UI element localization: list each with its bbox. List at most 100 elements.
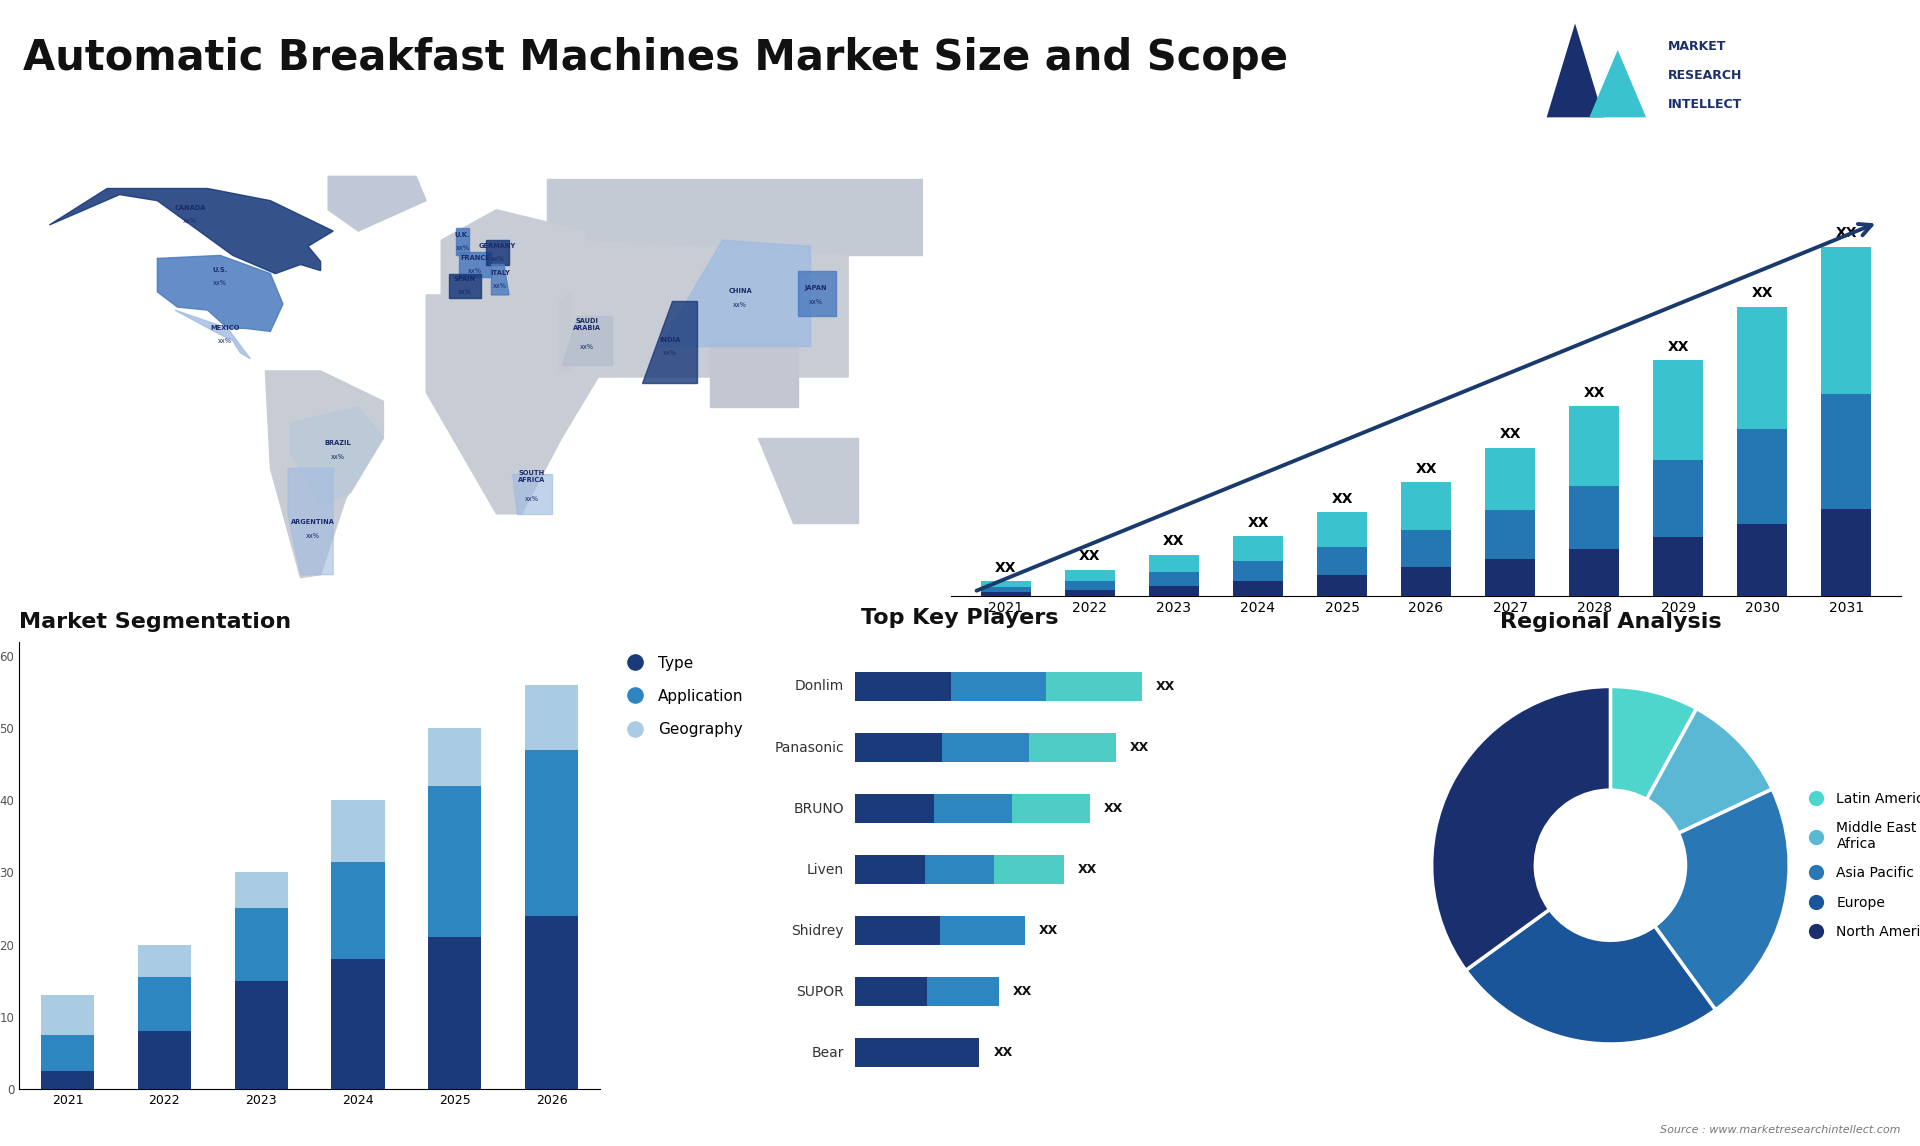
Bar	[1402, 529, 1452, 567]
Text: Liven: Liven	[806, 863, 845, 877]
Text: XX: XX	[1500, 427, 1521, 441]
Bar	[332, 959, 384, 1089]
Text: XX: XX	[1584, 386, 1605, 400]
Text: XX: XX	[1131, 741, 1150, 754]
FancyBboxPatch shape	[856, 794, 933, 823]
Bar	[40, 1035, 94, 1070]
Bar	[332, 862, 384, 959]
Bar	[332, 800, 384, 862]
Wedge shape	[1465, 910, 1715, 1044]
Text: xx%: xx%	[468, 268, 482, 274]
Bar	[1402, 482, 1452, 529]
Text: xx%: xx%	[808, 299, 822, 305]
Bar	[40, 995, 94, 1035]
Text: xx%: xx%	[580, 344, 593, 351]
Polygon shape	[457, 228, 468, 256]
Text: XX: XX	[1164, 534, 1185, 549]
Bar	[1148, 572, 1200, 586]
Polygon shape	[290, 408, 384, 504]
Text: Automatic Breakfast Machines Market Size and Scope: Automatic Breakfast Machines Market Size…	[23, 37, 1288, 79]
Text: Shidrey: Shidrey	[791, 924, 845, 937]
Bar	[1569, 549, 1619, 596]
Text: U.K.: U.K.	[455, 231, 470, 238]
Text: XX: XX	[995, 560, 1018, 574]
Polygon shape	[547, 180, 924, 256]
Polygon shape	[449, 274, 482, 298]
Bar	[138, 976, 190, 1031]
Legend: Latin America, Middle East &
Africa, Asia Pacific, Europe, North America: Latin America, Middle East & Africa, Asi…	[1795, 786, 1920, 944]
Bar	[1569, 486, 1619, 549]
Bar	[524, 916, 578, 1089]
FancyBboxPatch shape	[856, 1038, 979, 1067]
Text: xx%: xx%	[493, 283, 507, 290]
Text: xx%: xx%	[459, 290, 472, 296]
Text: SPAIN: SPAIN	[453, 276, 476, 282]
Text: SOUTH
AFRICA: SOUTH AFRICA	[518, 470, 545, 484]
Bar	[1820, 509, 1872, 596]
Bar	[40, 1070, 94, 1089]
FancyBboxPatch shape	[927, 978, 998, 1006]
Bar	[1738, 307, 1788, 429]
Polygon shape	[1548, 23, 1603, 117]
Polygon shape	[50, 188, 334, 274]
Text: XX: XX	[1014, 986, 1033, 998]
Text: XX: XX	[1331, 492, 1354, 507]
Bar	[1653, 360, 1703, 460]
Wedge shape	[1655, 790, 1789, 1010]
Bar	[428, 937, 482, 1089]
Text: U.S.: U.S.	[213, 267, 228, 273]
FancyBboxPatch shape	[941, 917, 1025, 945]
Polygon shape	[459, 252, 492, 276]
Polygon shape	[710, 340, 799, 408]
Text: xx%: xx%	[492, 256, 505, 262]
Bar	[981, 581, 1031, 587]
Bar	[428, 786, 482, 937]
Polygon shape	[265, 371, 384, 578]
FancyBboxPatch shape	[950, 672, 1046, 701]
Polygon shape	[288, 469, 334, 574]
Text: Panasonic: Panasonic	[774, 740, 845, 754]
Text: xx%: xx%	[182, 218, 198, 223]
Polygon shape	[758, 438, 858, 523]
Polygon shape	[426, 295, 603, 513]
Text: Bear: Bear	[812, 1046, 845, 1060]
Text: XX: XX	[993, 1046, 1014, 1059]
Text: xx%: xx%	[455, 245, 470, 251]
Bar	[1317, 512, 1367, 548]
Text: ITALY: ITALY	[490, 270, 511, 276]
Text: FRANCE: FRANCE	[461, 254, 490, 261]
Polygon shape	[660, 241, 810, 346]
Bar	[1738, 429, 1788, 524]
Text: GERMANY: GERMANY	[480, 243, 516, 249]
Bar	[1148, 555, 1200, 572]
Text: MARKET: MARKET	[1667, 40, 1726, 54]
Bar	[1484, 448, 1536, 510]
Polygon shape	[328, 176, 426, 231]
Text: xx%: xx%	[662, 351, 676, 356]
Text: XX: XX	[1079, 863, 1098, 877]
Bar	[1066, 581, 1116, 590]
Bar	[1066, 590, 1116, 596]
Bar	[1484, 510, 1536, 558]
Text: XX: XX	[1751, 286, 1772, 300]
Polygon shape	[563, 316, 612, 364]
Wedge shape	[1611, 686, 1697, 800]
Text: BRAZIL: BRAZIL	[324, 440, 351, 446]
Bar	[524, 749, 578, 916]
Text: Top Key Players: Top Key Players	[862, 609, 1058, 628]
Bar	[138, 944, 190, 976]
Polygon shape	[486, 241, 509, 265]
Text: MEXICO: MEXICO	[211, 324, 240, 331]
Bar	[1820, 394, 1872, 509]
Bar	[1233, 581, 1283, 596]
Bar	[1233, 536, 1283, 562]
FancyBboxPatch shape	[856, 978, 927, 1006]
Polygon shape	[1590, 50, 1645, 117]
FancyBboxPatch shape	[943, 733, 1029, 762]
Polygon shape	[559, 285, 628, 371]
Legend: Type, Application, Geography: Type, Application, Geography	[612, 650, 749, 744]
Bar	[1233, 562, 1283, 581]
Wedge shape	[1432, 686, 1611, 971]
Bar	[138, 1031, 190, 1089]
Bar	[1653, 537, 1703, 596]
